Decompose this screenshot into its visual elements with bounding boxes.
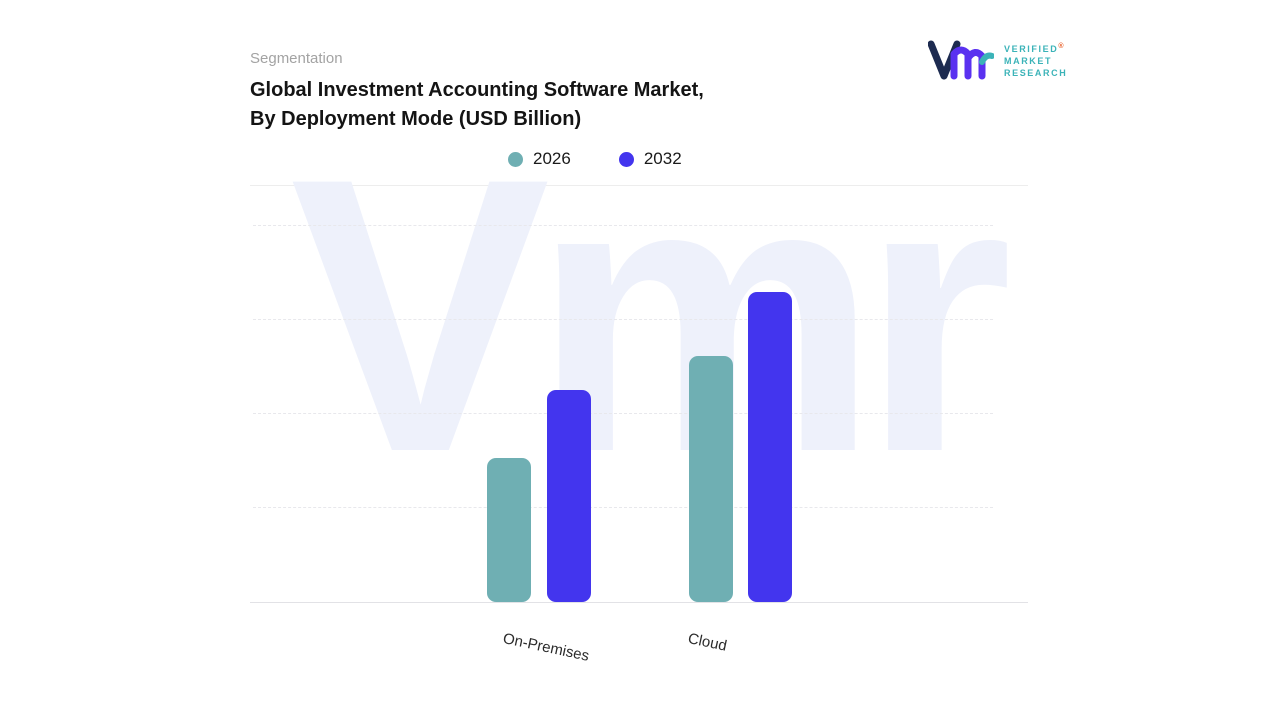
registered-mark: ® <box>1058 43 1064 50</box>
legend-item-2026: 2026 <box>508 149 571 169</box>
eyebrow-label: Segmentation <box>250 50 343 67</box>
legend-dot-2032-icon <box>618 151 634 167</box>
gridline <box>253 413 993 414</box>
chart-title: Global Investment Accounting Software Ma… <box>250 76 704 134</box>
bar-2032-cloud <box>748 292 792 602</box>
x-axis-label-cloud: Cloud <box>686 630 729 655</box>
header-divider <box>250 185 1028 186</box>
brand-logo: VERIFIED® MARKET RESEARCH <box>928 38 1067 82</box>
x-axis-baseline <box>250 602 1028 603</box>
bar-2032-on-premises <box>547 390 591 602</box>
legend-label-2026: 2026 <box>533 149 571 168</box>
legend-label-2032: 2032 <box>643 149 682 168</box>
brand-logo-line3: RESEARCH <box>1004 68 1068 78</box>
plot-area: Vmr On-Premises Cloud <box>250 120 1028 665</box>
vmr-logo-icon <box>928 40 994 80</box>
vmr-watermark: Vmr <box>290 97 1013 533</box>
gridline <box>253 225 993 226</box>
brand-logo-line1: VERIFIED® <box>1004 43 1064 54</box>
bar-2026-on-premises <box>487 458 531 602</box>
gridline <box>253 507 993 508</box>
x-axis-label-on-premises: On-Premises <box>501 630 591 665</box>
legend-dot-2026-icon <box>508 151 523 167</box>
legend-item-2032: 2032 <box>618 149 682 169</box>
chart-title-line1: Global Investment Accounting Software Ma… <box>250 79 704 101</box>
chart-legend: 2026 2032 <box>508 149 682 169</box>
brand-logo-text: VERIFIED® MARKET RESEARCH <box>1004 41 1067 79</box>
gridline <box>253 319 993 320</box>
brand-logo-line2: MARKET <box>1004 56 1053 66</box>
bar-2026-cloud <box>689 356 733 602</box>
chart-title-line2: By Deployment Mode (USD Billion) <box>250 108 582 130</box>
